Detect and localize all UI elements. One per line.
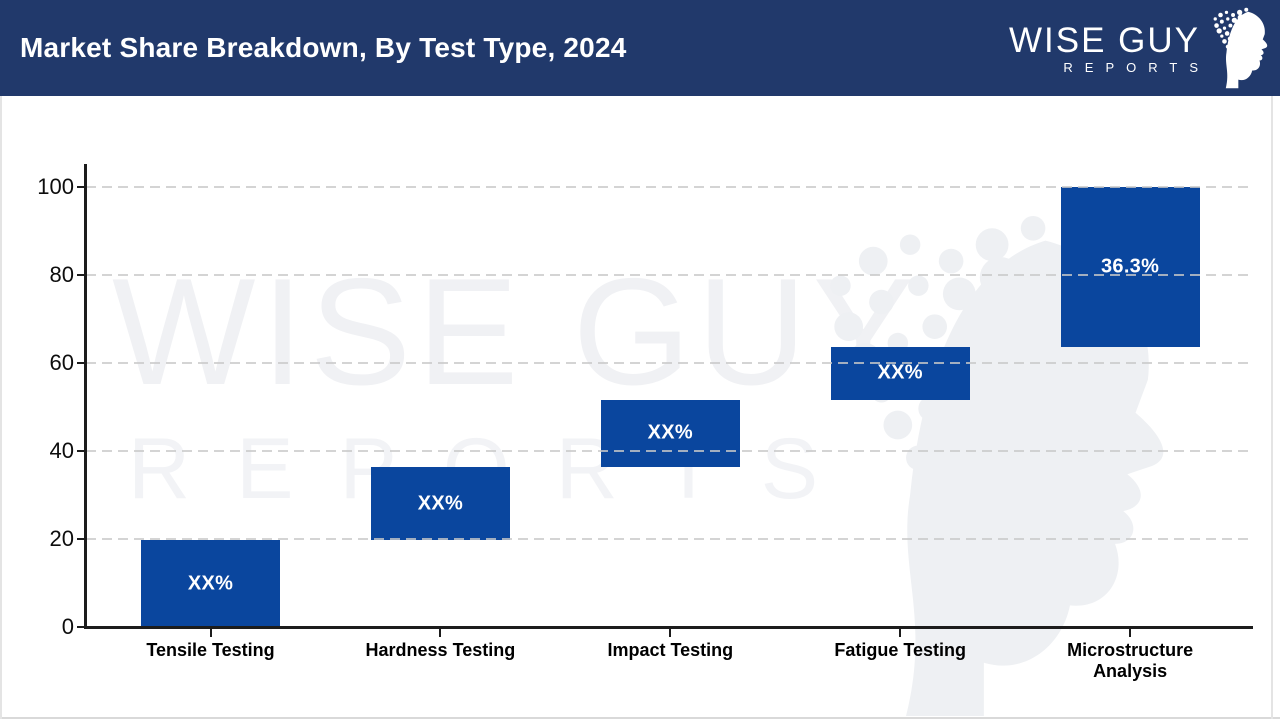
bar-value-label: XX% (877, 361, 923, 384)
y-axis-tick[interactable] (77, 362, 86, 364)
bar-value-label: XX% (417, 492, 464, 515)
y-axis-tick[interactable] (77, 274, 86, 276)
wiseguy-face-icon (1206, 5, 1272, 91)
chart-plot-area: WISE GUY REPORTS 020406080100XX%Tensile … (0, 96, 1280, 720)
bar-microstructure-analysis[interactable]: 36.3% (1060, 187, 1200, 347)
y-axis-tick[interactable] (77, 538, 86, 540)
gridline[interactable] (86, 450, 1253, 452)
logo-wordmark: WISE GUY REPORTS (1009, 23, 1200, 74)
y-tick-label[interactable]: 100 (37, 174, 74, 199)
y-axis-tick[interactable] (77, 186, 86, 188)
y-axis-tick[interactable] (77, 450, 86, 452)
x-axis-tick[interactable] (439, 628, 442, 637)
x-tick-label-fatigue-testing[interactable]: Fatigue Testing (834, 640, 967, 660)
watermark-title-text: WISE GUY (112, 247, 921, 417)
logo-title-text: WISE GUY (1008, 20, 1200, 60)
y-tick-label[interactable]: 60 (49, 350, 74, 375)
bar-fatigue-testing[interactable]: XX% (830, 346, 970, 400)
x-axis-tick[interactable] (899, 628, 902, 637)
x-tick-label-microstructure-analysis[interactable]: Microstructure Analysis (1067, 640, 1194, 682)
y-tick-label[interactable]: 0 (61, 614, 74, 639)
gridline[interactable] (86, 538, 1253, 540)
bar-tensile-testing[interactable]: XX% (141, 540, 280, 627)
frame-right-line (1271, 96, 1273, 719)
frame-bottom-line (0, 717, 1280, 719)
header-bar: Market Share Breakdown, By Test Type, 20… (0, 0, 1280, 96)
page-title: Market Share Breakdown, By Test Type, 20… (20, 32, 627, 63)
bar-hardness-testing[interactable]: XX% (370, 466, 510, 541)
gridline[interactable] (86, 362, 1253, 364)
x-axis-line[interactable] (84, 626, 1253, 629)
x-axis-tick[interactable] (669, 628, 672, 637)
y-axis-tick[interactable] (77, 626, 86, 628)
y-tick-label[interactable]: 80 (49, 262, 74, 287)
y-axis-line[interactable] (84, 164, 87, 629)
bar-value-label: XX% (647, 421, 693, 444)
gridline[interactable] (86, 186, 1253, 188)
x-axis-tick[interactable] (209, 628, 212, 637)
gridline[interactable] (86, 274, 1253, 276)
x-axis-tick[interactable] (1129, 628, 1132, 637)
logo-subtitle-text: REPORTS (1063, 59, 1210, 75)
bar-value-label: XX% (187, 572, 234, 595)
frame-left-line (0, 96, 2, 719)
y-tick-label[interactable]: 20 (49, 526, 74, 551)
bar-impact-testing[interactable]: XX% (600, 399, 740, 467)
x-tick-label-impact-testing[interactable]: Impact Testing (607, 640, 734, 660)
x-tick-label-hardness-testing[interactable]: Hardness Testing (365, 640, 516, 660)
wiseguy-logo: WISE GUY REPORTS (1009, 5, 1272, 91)
y-tick-label[interactable]: 40 (49, 438, 74, 463)
x-tick-label-tensile-testing[interactable]: Tensile Testing (146, 640, 275, 660)
